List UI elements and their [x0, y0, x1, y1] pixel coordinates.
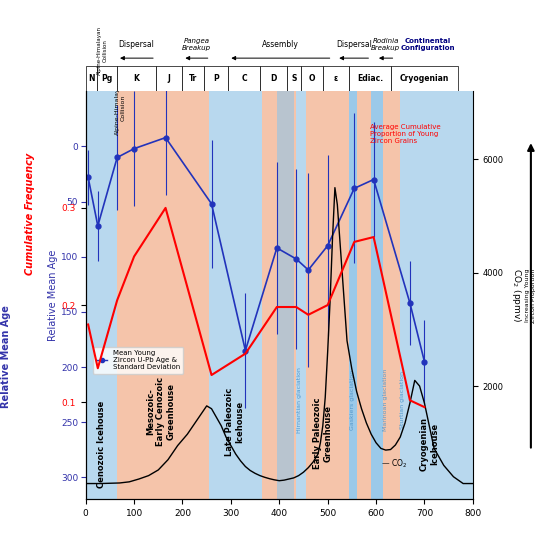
Bar — [209, 91, 262, 499]
Text: Tr: Tr — [189, 74, 197, 83]
Text: Hirnantian glaciation: Hirnantian glaciation — [297, 367, 302, 433]
Bar — [383, 91, 400, 499]
Text: J: J — [168, 74, 171, 83]
Text: Early Paleozoic
Greenhouse: Early Paleozoic Greenhouse — [313, 397, 332, 469]
Text: P: P — [213, 74, 219, 83]
Legend: Mean Young
Zircon U-Pb Age &
Standard Deviation: Mean Young Zircon U-Pb Age & Standard De… — [93, 346, 183, 374]
Bar — [86, 66, 97, 91]
Bar — [286, 66, 301, 91]
Text: Late Paleozoic
Icehouse: Late Paleozoic Icehouse — [225, 388, 244, 456]
Text: Assembly: Assembly — [262, 40, 299, 49]
Text: Pangea
Breakup: Pangea Breakup — [182, 38, 211, 51]
Bar — [390, 66, 458, 91]
Y-axis label: Relative Mean Age: Relative Mean Age — [48, 250, 58, 341]
Text: Rodinia
Breakup: Rodinia Breakup — [371, 38, 400, 51]
Text: Ediac.: Ediac. — [357, 74, 383, 83]
Text: ε: ε — [334, 74, 338, 83]
Text: Dispersal: Dispersal — [336, 40, 372, 49]
Bar — [371, 91, 383, 499]
Y-axis label: CO$_2$ (ppmv): CO$_2$ (ppmv) — [510, 268, 523, 323]
Text: Alpine-Himalayan
Collision: Alpine-Himalayan Collision — [115, 80, 126, 135]
Bar — [117, 91, 209, 499]
Text: Sturtian glaciation: Sturtian glaciation — [400, 371, 405, 429]
Text: Dispersal: Dispersal — [118, 40, 154, 49]
Text: Relative Mean Age: Relative Mean Age — [1, 305, 11, 408]
Bar — [228, 66, 260, 91]
Bar — [86, 91, 117, 499]
Text: Continental
Configuration: Continental Configuration — [401, 38, 455, 51]
Bar — [301, 66, 323, 91]
Text: — CO$_2$: — CO$_2$ — [381, 458, 407, 470]
Bar — [349, 66, 390, 91]
Text: Alpine-Himalayan
Collision: Alpine-Himalayan Collision — [97, 26, 108, 75]
Bar — [357, 91, 371, 499]
Text: Mesozoic-
Early Cenozoic
Greenhouse: Mesozoic- Early Cenozoic Greenhouse — [146, 376, 176, 446]
Bar — [260, 66, 286, 91]
Bar — [277, 91, 294, 499]
Bar — [296, 91, 306, 499]
Bar — [349, 91, 357, 499]
Bar — [182, 66, 204, 91]
Text: S: S — [291, 74, 296, 83]
Bar — [97, 66, 117, 91]
Text: N: N — [88, 74, 95, 83]
Text: Increasing Young
Zircon Proportion: Increasing Young Zircon Proportion — [525, 268, 536, 323]
Text: Pg: Pg — [101, 74, 113, 83]
Bar — [156, 66, 182, 91]
Text: K: K — [134, 74, 139, 83]
Text: C: C — [241, 74, 247, 83]
Text: Cumulative Frequency: Cumulative Frequency — [25, 153, 35, 275]
Bar — [400, 91, 473, 499]
Text: Marinoan glaciation: Marinoan glaciation — [383, 369, 388, 431]
Bar — [117, 66, 156, 91]
Text: Gaskiers glaciation: Gaskiers glaciation — [350, 370, 356, 430]
Text: Average Cumulative
Proportion of Young
Zircon Grains: Average Cumulative Proportion of Young Z… — [371, 124, 441, 144]
Bar — [371, 91, 383, 499]
Text: O: O — [309, 74, 315, 83]
Bar — [262, 91, 296, 499]
Bar — [306, 91, 349, 499]
Bar — [349, 91, 357, 499]
Bar — [204, 66, 228, 91]
Text: D: D — [270, 74, 276, 83]
Text: Cryogenian
Icehouse: Cryogenian Icehouse — [420, 417, 439, 471]
Bar — [323, 66, 349, 91]
Text: Cryogenian: Cryogenian — [400, 74, 449, 83]
Text: Cenozoic Icehouse: Cenozoic Icehouse — [97, 401, 106, 488]
